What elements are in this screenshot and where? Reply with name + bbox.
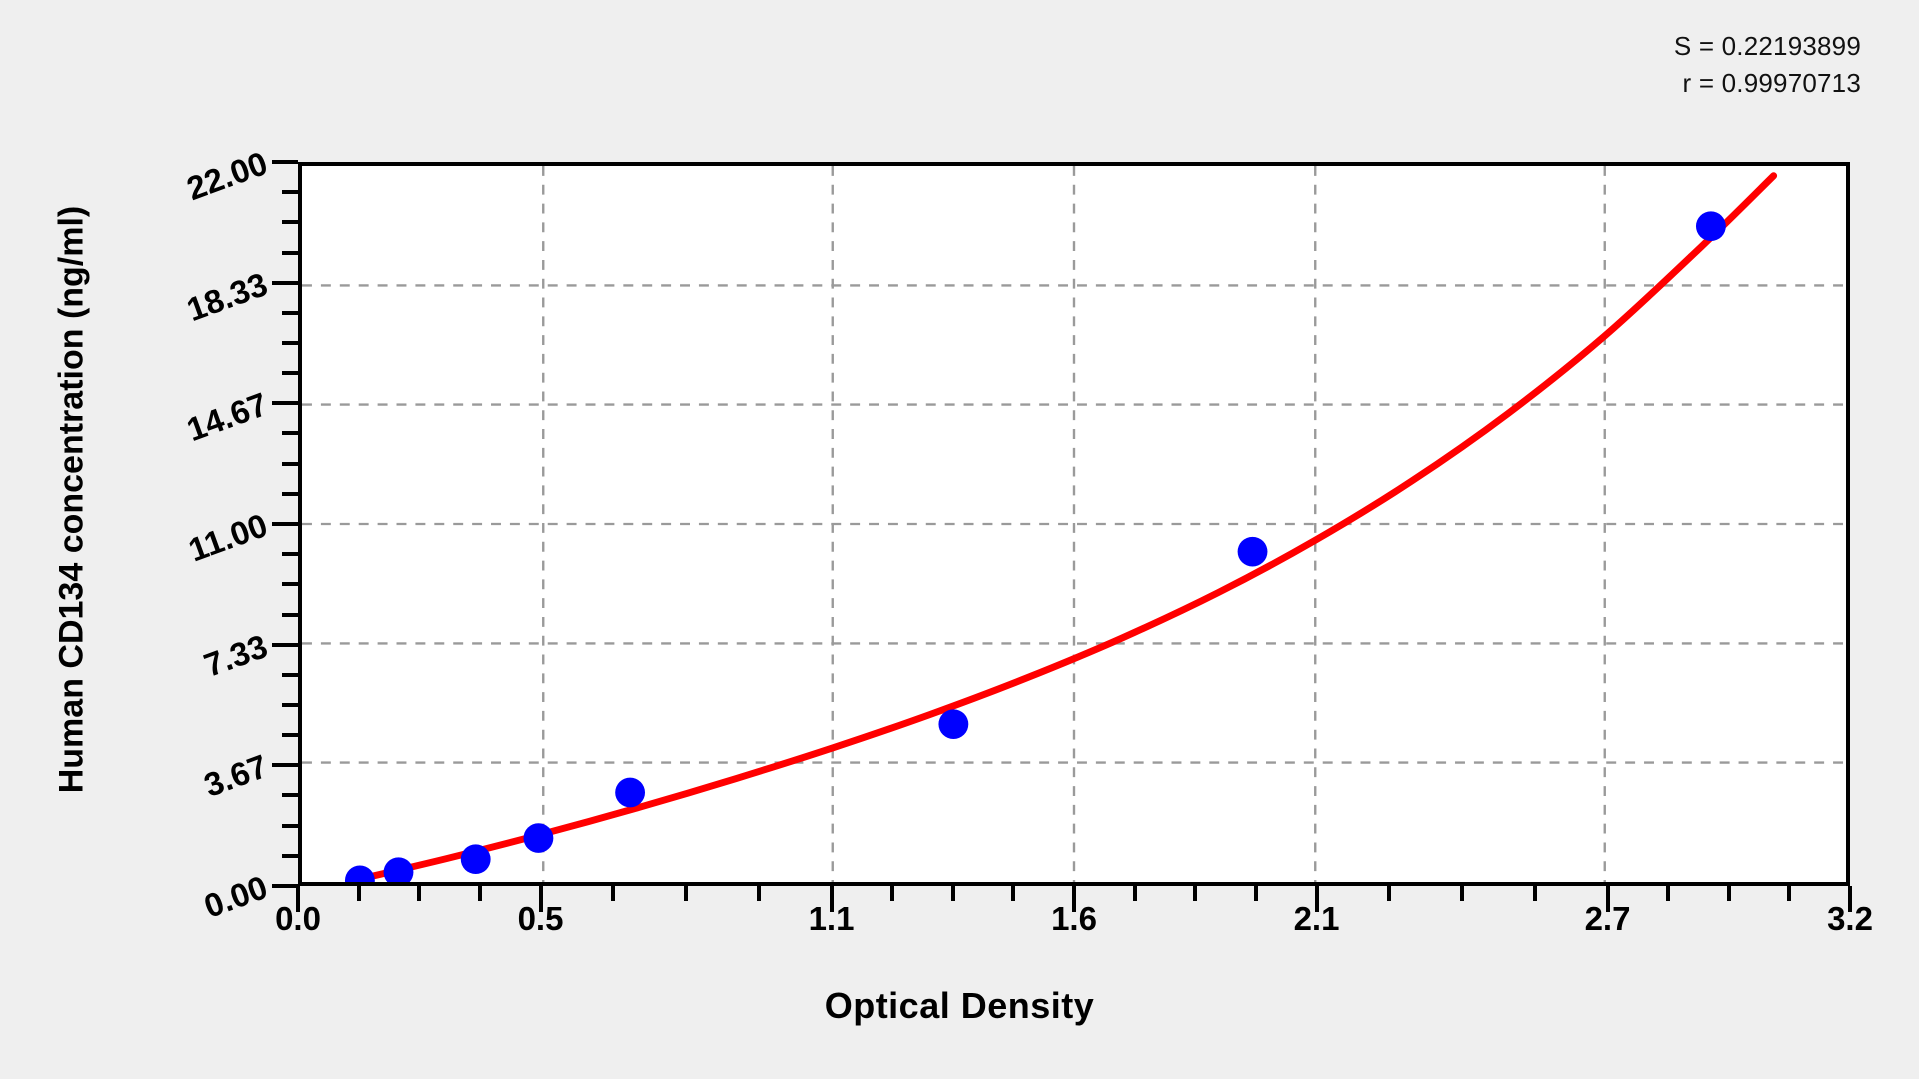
y-tick-major (272, 763, 298, 768)
y-tick-label: 0.00 (199, 868, 273, 925)
x-tick-minor (1132, 886, 1137, 901)
s-value-label: S = 0.22193899 (1673, 31, 1861, 61)
x-tick-minor (756, 886, 761, 901)
x-tick-minor (1666, 886, 1671, 901)
y-tick-label: 3.67 (199, 747, 273, 805)
x-tick-major (1314, 886, 1319, 912)
y-tick-label: 14.67 (181, 385, 273, 449)
x-tick-minor (684, 886, 688, 901)
y-tick-major (272, 884, 298, 888)
y-tick-minor (282, 310, 298, 315)
x-tick-minor (1460, 886, 1464, 901)
y-tick-minor (282, 220, 298, 225)
data-point (344, 865, 375, 882)
fitted-curve (346, 172, 1778, 882)
y-tick-label: 7.33 (199, 626, 273, 684)
plot-canvas (302, 166, 1846, 882)
y-tick-minor (282, 250, 298, 255)
y-tick-minor (282, 491, 298, 496)
y-axis-title: Human CD134 concentration (ng/ml) (52, 205, 91, 794)
x-tick-major (538, 886, 543, 912)
x-axis-title: Optical Density (824, 985, 1095, 1026)
x-tick-minor (950, 886, 955, 901)
y-tick-minor (282, 371, 298, 376)
y-tick-minor (282, 793, 298, 798)
y-tick-label: 22.00 (181, 144, 273, 208)
x-tick-major (296, 886, 300, 912)
y-tick-major (272, 401, 298, 406)
data-point (1695, 211, 1726, 242)
x-tick-minor (477, 886, 482, 901)
x-tick-minor (1787, 886, 1792, 901)
y-tick-minor (282, 190, 298, 195)
y-tick-minor (282, 672, 298, 677)
x-tick-major (1605, 886, 1610, 912)
y-tick-minor (282, 733, 298, 738)
plot-area (298, 162, 1850, 886)
x-tick-minor (1387, 886, 1392, 901)
x-tick-major (1848, 886, 1852, 912)
y-tick-major (272, 642, 298, 647)
r-value-label: r = 0.99970713 (1682, 67, 1861, 98)
y-tick-minor (282, 582, 298, 587)
grid-lines (302, 166, 1846, 882)
y-tick-minor (282, 461, 298, 466)
y-tick-major (272, 522, 298, 526)
y-tick-minor (282, 612, 298, 617)
x-tick-minor (1193, 886, 1198, 901)
x-tick-minor (417, 886, 422, 901)
y-tick-minor (282, 853, 298, 858)
y-tick-minor (282, 431, 298, 436)
fit-statistics: S = 0.22193899 r = 0.99970713 (1674, 28, 1861, 102)
x-tick-minor (1253, 886, 1258, 901)
x-tick-minor (1726, 886, 1731, 901)
x-tick-major (829, 886, 834, 912)
y-tick-minor (282, 341, 298, 345)
data-point (938, 709, 969, 739)
data-point (1237, 536, 1268, 567)
y-tick-label: 18.33 (181, 264, 273, 328)
x-tick-minor (356, 886, 361, 901)
data-point (615, 777, 646, 808)
y-tick-label: 11.00 (183, 506, 273, 569)
x-tick-minor (1011, 886, 1016, 901)
y-tick-minor (282, 703, 298, 707)
x-tick-minor (611, 886, 616, 901)
x-tick-major (1072, 886, 1076, 912)
data-points (344, 211, 1726, 882)
y-tick-major (272, 160, 298, 164)
data-point (460, 844, 491, 875)
x-tick-minor (890, 886, 895, 901)
y-tick-major (272, 280, 298, 285)
data-point (383, 857, 414, 882)
x-tick-minor (1532, 886, 1537, 901)
y-tick-minor (282, 552, 298, 557)
data-point (523, 823, 554, 853)
y-tick-minor (282, 823, 298, 828)
